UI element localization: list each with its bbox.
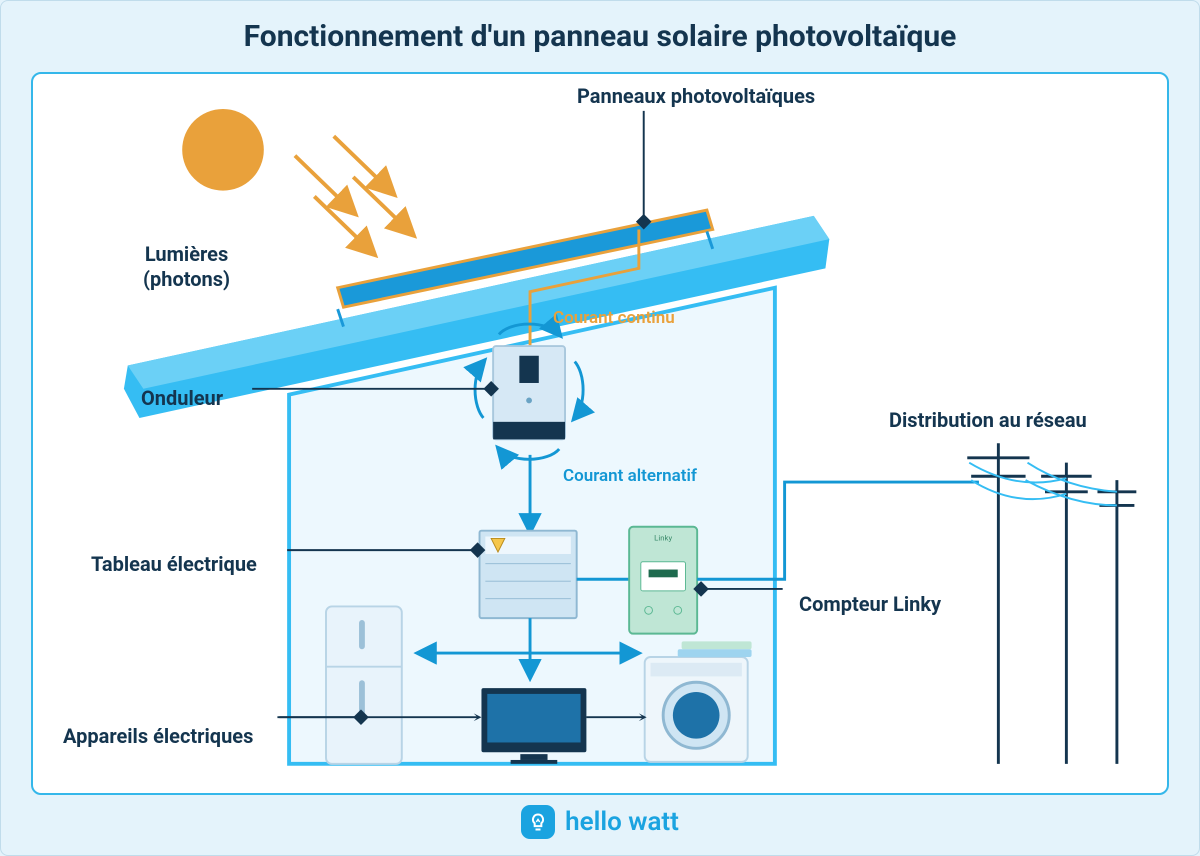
label-inverter: Onduleur: [141, 386, 223, 410]
label-dc: Courant continu: [553, 308, 675, 328]
power-lines: [969, 463, 1117, 506]
page-title: Fonctionnement d'un panneau solaire phot…: [31, 19, 1169, 54]
label-ac: Courant alternatif: [563, 466, 697, 486]
label-distribution: Distribution au réseau: [889, 408, 1087, 432]
logo-text: hello watt: [565, 807, 679, 837]
label-panels: Panneaux photovoltaïques: [577, 84, 815, 108]
svg-text:Linky: Linky: [654, 533, 672, 542]
label-elec-panel: Tableau électrique: [91, 552, 257, 576]
brand-logo: hello watt: [31, 805, 1169, 839]
electrical-panel: [480, 531, 577, 618]
label-photons: Lumières (photons): [143, 242, 230, 292]
sun-rays: [295, 136, 412, 253]
sun-icon: [182, 109, 264, 191]
bulb-icon: [521, 805, 555, 839]
label-linky: Compteur Linky: [799, 592, 941, 616]
washing-machine-icon: [645, 641, 752, 761]
fridge-icon: [326, 606, 402, 763]
diagram-panel: Linky: [31, 72, 1169, 795]
linky-meter: Linky: [629, 527, 697, 634]
diagram-svg: Linky: [33, 74, 1167, 793]
inverter: [493, 346, 565, 439]
label-appliances: Appareils électriques: [63, 724, 253, 748]
